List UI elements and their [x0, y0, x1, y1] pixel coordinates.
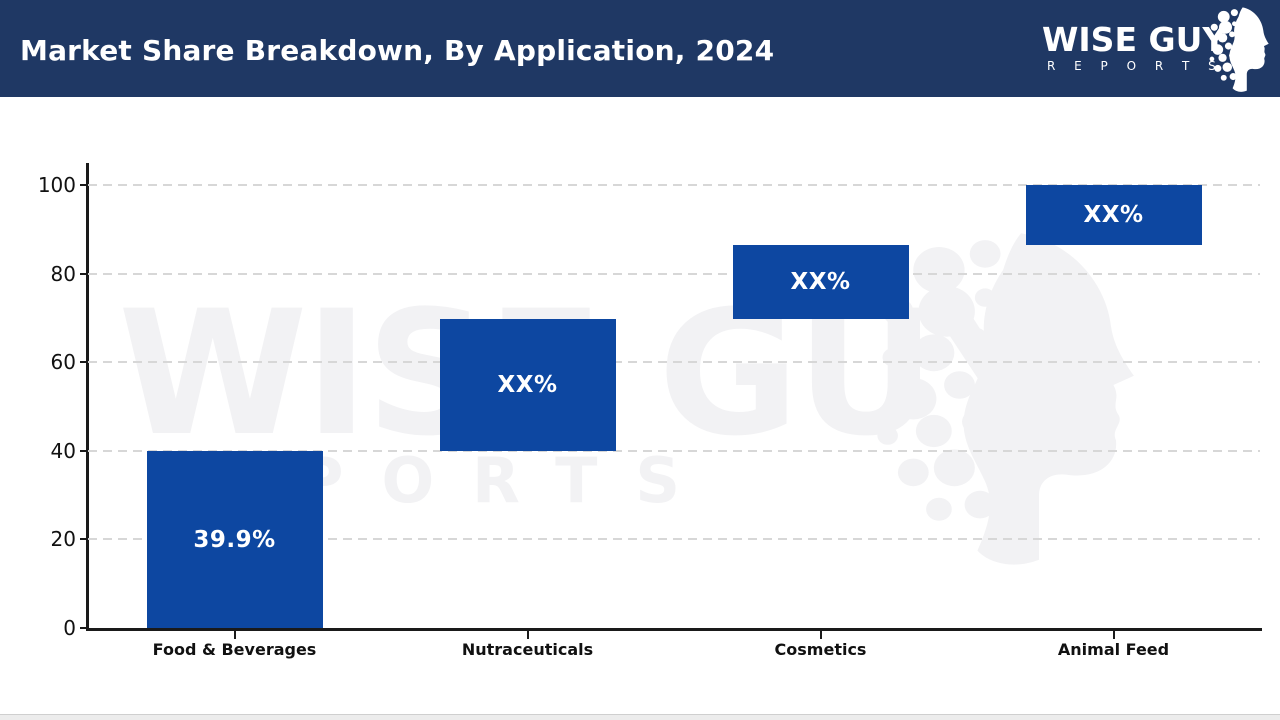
gridline	[88, 184, 1260, 186]
bar-animal-feed: XX%	[1025, 185, 1202, 246]
x-axis-category-label: Animal Feed	[1057, 640, 1170, 659]
x-axis-category-label: Nutraceuticals	[461, 640, 594, 659]
x-axis-tick	[233, 630, 236, 639]
y-axis-tick	[80, 538, 88, 541]
gridline	[88, 272, 1260, 275]
x-axis-spine	[86, 628, 1262, 631]
header-bar: Market Share Breakdown, By Application, …	[0, 0, 1280, 97]
y-axis-tick-label: 40	[50, 438, 76, 463]
y-axis-tick	[80, 627, 88, 629]
y-axis-tick	[80, 361, 88, 364]
y-axis-tick	[80, 272, 88, 275]
x-axis-tick	[526, 630, 529, 639]
x-axis-category-label: Cosmetics	[774, 640, 867, 659]
y-axis-tick	[80, 449, 88, 452]
brand-logo: WISE GUY R E P O R T S	[1042, 20, 1227, 73]
x-axis-tick	[1112, 630, 1115, 639]
gridline	[88, 449, 1260, 452]
bottom-strip	[0, 715, 1280, 720]
y-axis-tick-label: 60	[50, 350, 76, 375]
y-axis-tick-label: 0	[63, 616, 76, 640]
x-axis-category-label: Food & Beverages	[152, 640, 317, 659]
gridline	[88, 361, 1260, 364]
y-axis-tick	[80, 184, 88, 186]
bar-cosmetics: XX%	[732, 245, 909, 319]
y-axis-tick-label: 20	[50, 527, 76, 552]
gridline	[88, 538, 1260, 541]
y-axis-tick-label: 100	[37, 173, 76, 197]
bar-nutraceuticals: XX%	[439, 318, 616, 452]
y-axis-spine	[86, 163, 89, 631]
bar-food-beverages: 39.9%	[146, 451, 323, 628]
bar-value-label: XX%	[790, 269, 851, 295]
bottom-divider	[0, 714, 1280, 715]
y-axis-tick-label: 80	[50, 261, 76, 286]
logo-wordmark: WISE GUY	[1042, 20, 1227, 59]
logo-face-icon	[1209, 7, 1269, 92]
logo-subtext: R E P O R T S	[1047, 59, 1224, 73]
x-axis-tick	[819, 630, 822, 639]
page-title: Market Share Breakdown, By Application, …	[20, 34, 775, 67]
bar-value-label: XX%	[1083, 202, 1144, 229]
bar-value-label: XX%	[497, 372, 558, 398]
bar-value-label: 39.9%	[193, 526, 276, 553]
